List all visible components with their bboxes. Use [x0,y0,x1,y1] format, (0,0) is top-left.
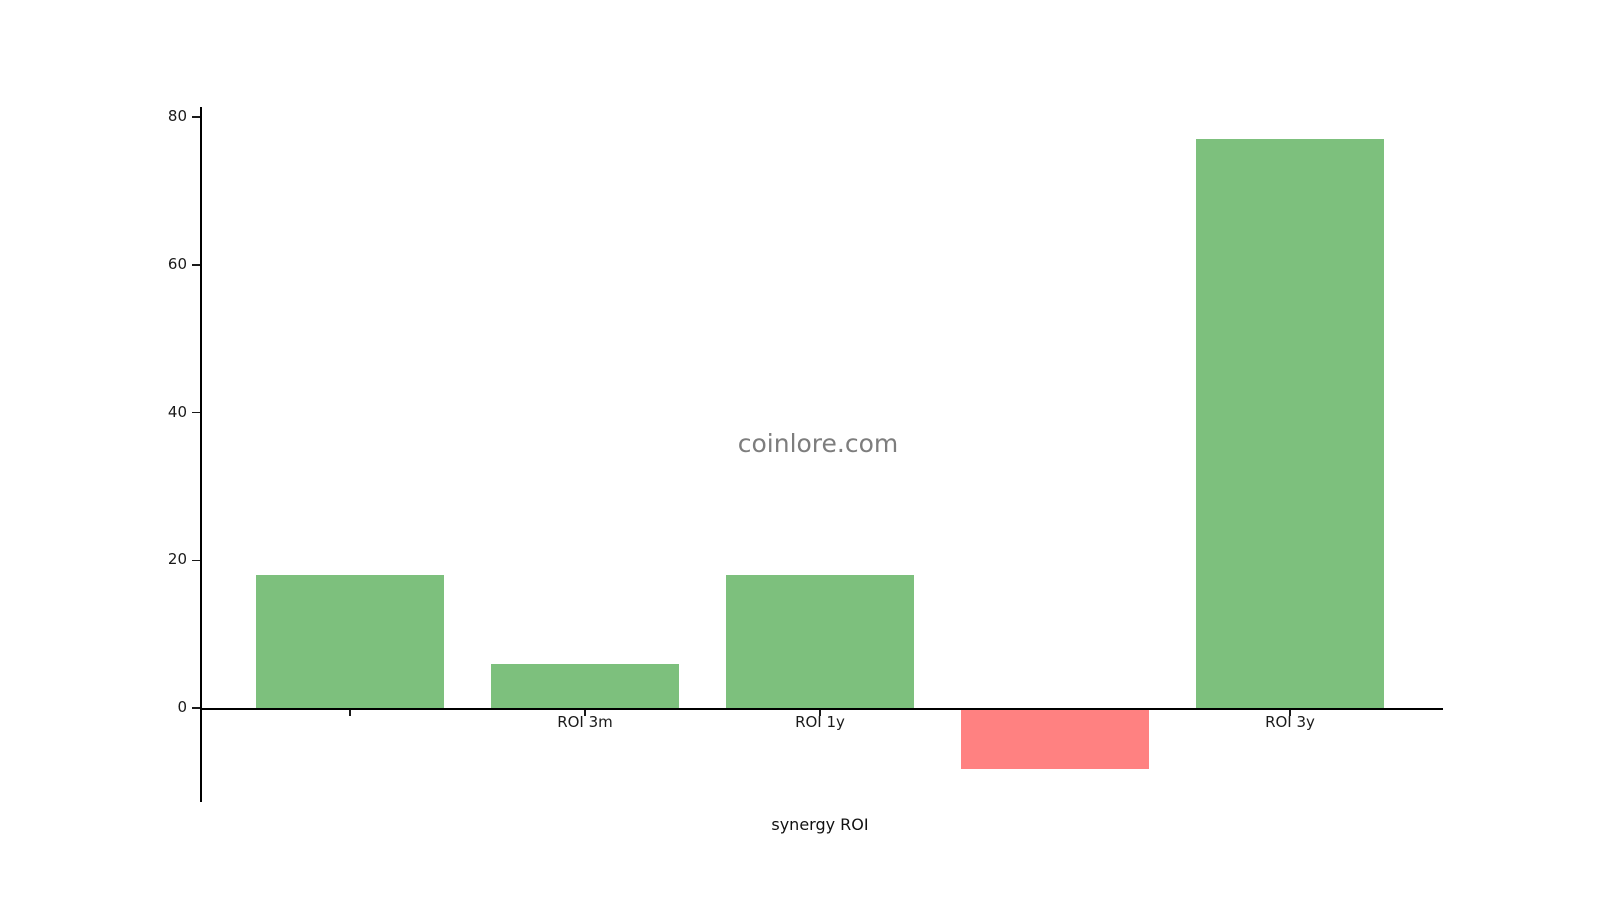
y-tick [192,559,200,561]
x-tick [819,709,821,716]
y-tick [192,264,200,266]
x-tick [349,709,351,716]
y-tick [192,707,200,709]
bar [726,575,914,708]
bar [1196,139,1384,708]
y-tick-label: 0 [177,698,187,716]
x-tick [584,709,586,716]
x-tick-label: ROI 3m [557,713,613,731]
x-tick-label: ROI 1y [795,713,845,731]
y-tick-label: 60 [167,254,187,273]
x-tick [1289,709,1291,716]
y-axis-spine [200,107,202,802]
bar [256,575,444,708]
x-axis-spine [200,708,1443,710]
x-axis-title: synergy ROI [771,815,869,834]
bar [961,710,1149,770]
y-tick [192,116,200,118]
watermark-text: coinlore.com [737,429,899,458]
y-tick-label: 40 [167,402,187,421]
y-tick-label: 80 [167,107,187,125]
bar [491,663,679,708]
x-tick-label: ROI 3y [1265,713,1315,731]
y-tick [192,411,200,414]
y-tick-label: 20 [167,550,187,569]
